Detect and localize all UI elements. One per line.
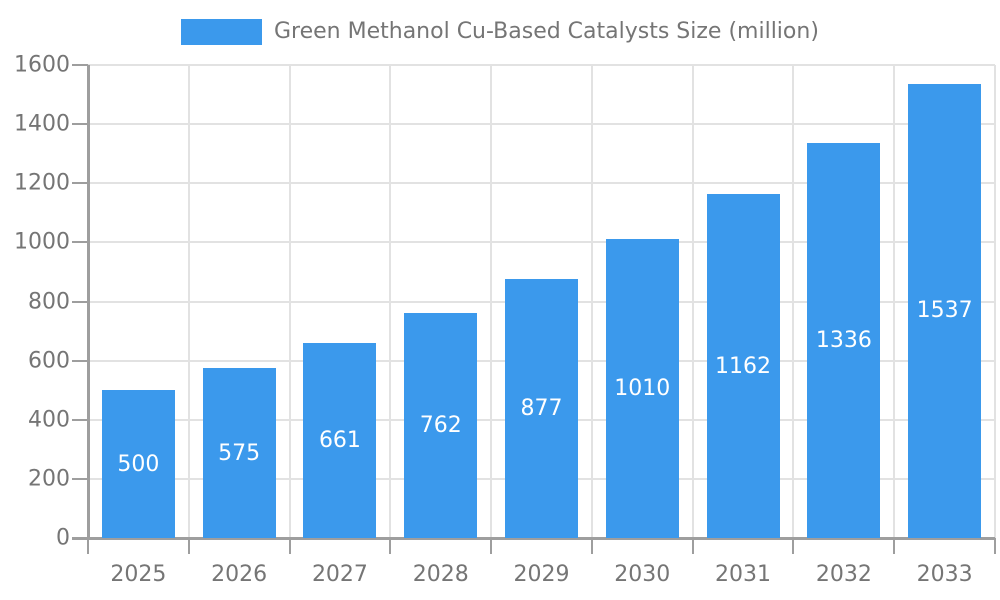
bar-value-label: 1162 [715,353,772,379]
y-tick [72,359,88,362]
x-gridline [389,65,392,538]
y-axis-label-800: 800 [28,289,70,314]
bar-2027[interactable]: 661 [303,342,377,538]
y-axis-label-0: 0 [56,525,70,551]
x-axis-label-2032: 2032 [815,562,872,587]
x-gridline [490,65,493,538]
x-axis-label-2026: 2026 [211,562,268,587]
bar-value-label: 661 [318,427,361,453]
bar-value-label: 762 [419,412,462,438]
y-axis-label-1000: 1000 [14,229,70,255]
bar-2025[interactable]: 500 [101,390,175,538]
bar-value-label: 575 [218,440,261,466]
y-tick [72,241,88,244]
y-axis-label-200: 200 [28,466,70,492]
y-axis-label-600: 600 [28,348,70,374]
y-tick [72,182,88,185]
bar-2032[interactable]: 1336 [807,143,881,538]
bar-2033[interactable]: 1537 [908,83,982,538]
legend-label: Green Methanol Cu-Based Catalysts Size (… [274,19,819,44]
y-tick [72,123,88,126]
x-tick [187,538,190,554]
y-axis-label-1400: 1400 [14,111,70,137]
y-gridline [88,64,995,66]
y-axis-label-400: 400 [28,407,70,433]
x-axis-label-2028: 2028 [412,562,469,587]
x-axis-line [72,536,995,540]
x-tick [389,538,392,554]
x-axis-label-2027: 2027 [311,562,368,587]
bar-value-label: 500 [117,451,160,477]
x-tick [87,538,89,554]
x-tick [288,538,291,554]
bar-value-label: 1010 [614,376,671,402]
x-tick [893,538,896,554]
y-tick [72,418,88,421]
y-tick [72,64,88,66]
y-axis-label-1200: 1200 [14,170,70,196]
x-gridline [187,65,190,538]
x-gridline [288,65,291,538]
x-gridline [691,65,694,538]
x-axis-label-2033: 2033 [916,562,973,587]
bar-2031[interactable]: 1162 [706,194,780,538]
x-tick [590,538,593,554]
y-gridline [88,123,995,126]
y-gridline [88,182,995,185]
x-tick [792,538,795,554]
bar-2028[interactable]: 762 [404,312,478,538]
x-axis-label-2025: 2025 [110,562,167,587]
x-tick [691,538,694,554]
x-axis-label-2030: 2030 [614,562,671,587]
x-gridline [893,65,896,538]
x-gridline [590,65,593,538]
x-axis-label-2029: 2029 [513,562,570,587]
y-axis-label-1600: 1600 [14,52,70,78]
y-gridline [88,241,995,244]
bar-2030[interactable]: 1010 [605,239,679,538]
bar-value-label: 1336 [815,328,872,353]
legend[interactable]: Green Methanol Cu-Based Catalysts Size (… [181,19,819,45]
legend-swatch-icon [181,19,262,45]
y-axis-line [86,65,90,538]
x-tick [490,538,493,554]
x-gridline [792,65,795,538]
y-tick [72,300,88,303]
bar-value-label: 877 [520,395,563,421]
x-tick [994,538,996,554]
bar-2029[interactable]: 877 [505,278,578,538]
x-axis-label-2031: 2031 [715,562,772,587]
bar-2026[interactable]: 575 [202,368,276,538]
bar-value-label: 1537 [916,298,973,324]
y-tick [72,477,88,480]
x-gridline [994,65,996,538]
